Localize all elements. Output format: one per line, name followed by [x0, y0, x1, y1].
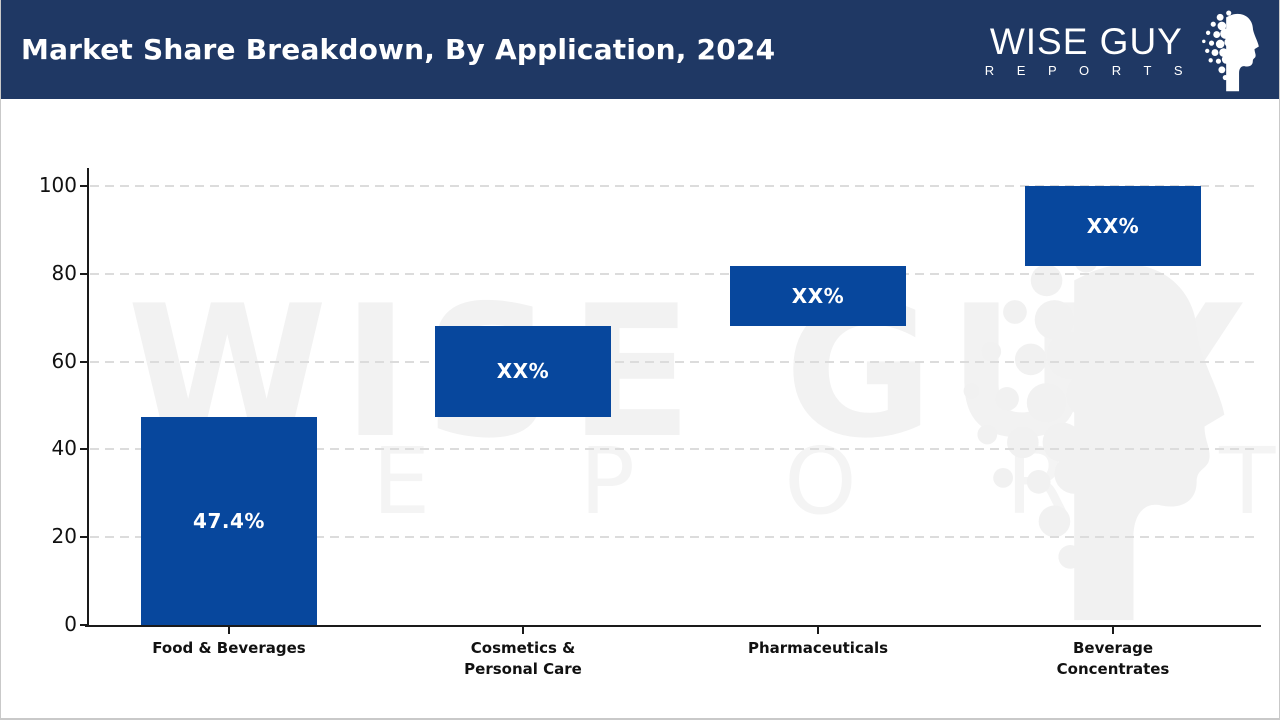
gridline [90, 272, 1254, 275]
x-tick-mark [817, 627, 819, 634]
y-tick-mark [80, 185, 87, 187]
bar-value-label: 47.4% [193, 508, 265, 533]
brand-logo-text: WISE GUY R E P O R T S [981, 20, 1192, 78]
gridline [90, 360, 1254, 363]
y-tick-label: 60 [51, 348, 77, 373]
gridline [90, 536, 1254, 539]
y-tick-mark [80, 360, 87, 363]
bar-value-label: XX% [791, 283, 845, 308]
y-tick-label: 40 [51, 436, 77, 461]
y-tick-mark [80, 624, 87, 626]
bar: XX% [730, 265, 906, 327]
chart-title: Market Share Breakdown, By Application, … [21, 33, 776, 66]
y-tick-label: 20 [51, 524, 77, 549]
y-tick-label: 0 [64, 612, 77, 636]
y-tick-label: 80 [51, 260, 77, 285]
bar-value-label: XX% [1086, 213, 1140, 238]
bar: XX% [1025, 186, 1201, 266]
brand-logo: WISE GUY R E P O R T S [981, 8, 1264, 92]
header-banner: Market Share Breakdown, By Application, … [1, 0, 1279, 99]
watermark-face-icon [963, 248, 1225, 621]
x-tick-mark [1112, 627, 1114, 634]
gridline [90, 448, 1254, 451]
y-tick-mark [80, 272, 87, 275]
y-tick-label: 100 [38, 173, 77, 197]
brand-face-icon [1202, 10, 1259, 92]
bar: 47.4% [141, 416, 317, 625]
x-axis-line [85, 625, 1261, 627]
x-category-label: Food & Beverages [152, 639, 306, 657]
y-tick-mark [80, 448, 87, 451]
x-category-label: Beverage Concentrates [1056, 639, 1170, 678]
y-axis-line [87, 168, 89, 627]
x-tick-mark [522, 627, 524, 634]
brand-name: WISE GUY [989, 20, 1183, 62]
x-category-label: Cosmetics & Personal Care [464, 639, 582, 678]
brand-subname: R E P O R T S [984, 62, 1192, 78]
y-tick-mark [80, 536, 87, 539]
gridline [90, 185, 1254, 187]
x-category-label: Pharmaceuticals [747, 639, 889, 657]
x-tick-mark [228, 627, 230, 634]
bar-value-label: XX% [496, 359, 550, 384]
bar: XX% [435, 326, 611, 417]
